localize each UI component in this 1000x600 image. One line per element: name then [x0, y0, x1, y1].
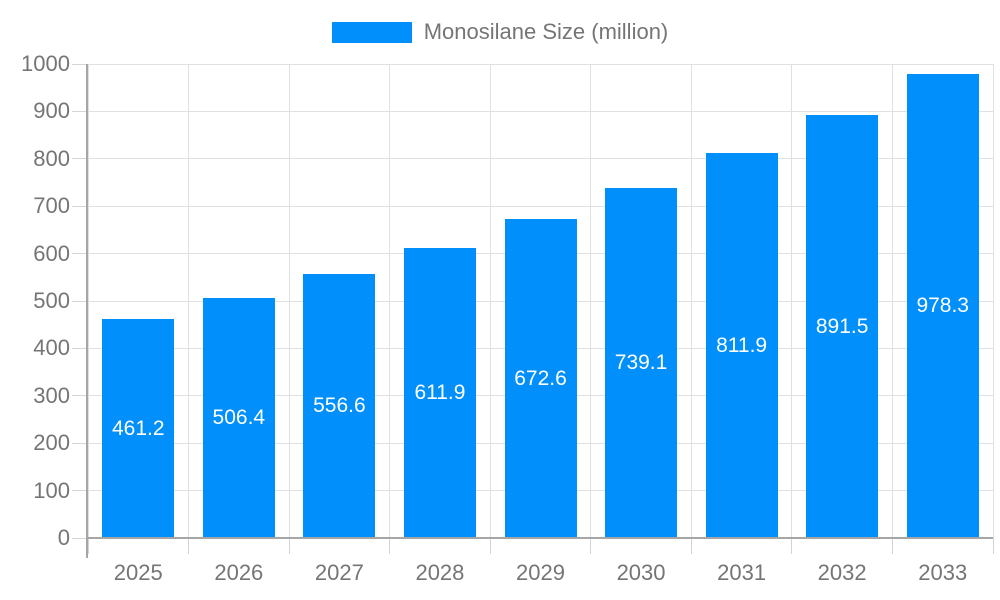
x-tick — [590, 538, 592, 554]
bar — [202, 297, 275, 537]
x-axis-label: 2033 — [918, 560, 968, 585]
x-gridline — [791, 64, 793, 538]
legend-swatch — [331, 21, 412, 43]
bar — [504, 219, 577, 537]
bar-value-label: 556.6 — [313, 394, 366, 418]
bar-value-label: 891.5 — [815, 314, 869, 338]
bar — [605, 187, 678, 537]
x-axis-label: 2029 — [516, 560, 565, 585]
y-gridline — [88, 110, 993, 112]
x-gridline — [188, 64, 190, 538]
y-tick — [72, 205, 88, 207]
y-axis-label: 500 — [33, 288, 70, 313]
y-axis-label: 900 — [33, 98, 70, 124]
x-tick — [791, 538, 793, 554]
x-tick — [288, 538, 290, 554]
y-axis-label: 200 — [33, 430, 70, 456]
y-axis-label: 700 — [33, 193, 70, 219]
bar-value-label: 611.9 — [414, 380, 466, 404]
bar-value-label: 672.6 — [514, 366, 567, 390]
x-axis-label: 2031 — [717, 560, 767, 585]
x-gridline — [87, 64, 89, 538]
bar-value-label: 506.4 — [212, 405, 266, 429]
y-tick — [72, 253, 88, 255]
x-tick — [188, 538, 190, 554]
y-tick — [72, 110, 88, 112]
x-axis-label: 2032 — [817, 560, 867, 585]
x-gridline — [891, 64, 893, 538]
x-gridline — [288, 64, 290, 538]
x-gridline — [992, 64, 994, 538]
y-axis-label: 0 — [57, 525, 70, 550]
y-tick — [72, 158, 88, 160]
bar-value-label: 739.1 — [614, 350, 668, 374]
x-axis-line — [88, 537, 993, 539]
x-gridline — [389, 64, 391, 538]
x-axis-label: 2027 — [314, 560, 364, 585]
y-tick — [72, 442, 88, 444]
y-gridline — [88, 158, 993, 160]
legend-label: Monosilane Size (million) — [423, 19, 669, 44]
y-axis-label: 100 — [33, 477, 70, 503]
y-axis-line — [86, 64, 88, 558]
y-gridline — [88, 205, 993, 207]
x-tick — [690, 538, 692, 554]
x-tick — [992, 538, 994, 554]
y-axis-label: 300 — [33, 382, 70, 408]
y-tick — [72, 537, 88, 539]
x-axis-label: 2026 — [214, 560, 264, 585]
y-axis-label: 800 — [33, 145, 70, 171]
y-gridline — [88, 63, 993, 65]
y-axis-label: 600 — [33, 240, 70, 266]
x-tick — [87, 538, 89, 554]
x-tick — [489, 538, 491, 554]
bar — [906, 74, 979, 537]
x-tick — [389, 538, 391, 554]
bar-value-label: 811.9 — [716, 333, 768, 357]
y-tick — [72, 395, 88, 397]
x-gridline — [690, 64, 692, 538]
y-tick — [72, 347, 88, 349]
x-tick — [891, 538, 893, 554]
x-axis-label: 2025 — [113, 560, 163, 585]
y-axis-label: 400 — [33, 335, 70, 361]
legend[interactable]: Monosilane Size (million) — [0, 18, 1000, 46]
x-axis-label: 2028 — [415, 560, 465, 585]
y-tick — [72, 300, 88, 302]
bar — [303, 274, 376, 537]
bar-value-label: 461.2 — [111, 416, 165, 440]
bar — [806, 115, 879, 537]
bar — [102, 319, 175, 537]
y-tick — [72, 490, 88, 492]
x-axis-label: 2030 — [616, 560, 666, 585]
x-gridline — [489, 64, 491, 538]
y-tick — [72, 63, 88, 65]
x-gridline — [590, 64, 592, 538]
bar — [705, 153, 778, 537]
bar — [403, 247, 476, 537]
bar-value-label: 978.3 — [916, 294, 969, 318]
y-axis-label: 1000 — [21, 51, 70, 76]
